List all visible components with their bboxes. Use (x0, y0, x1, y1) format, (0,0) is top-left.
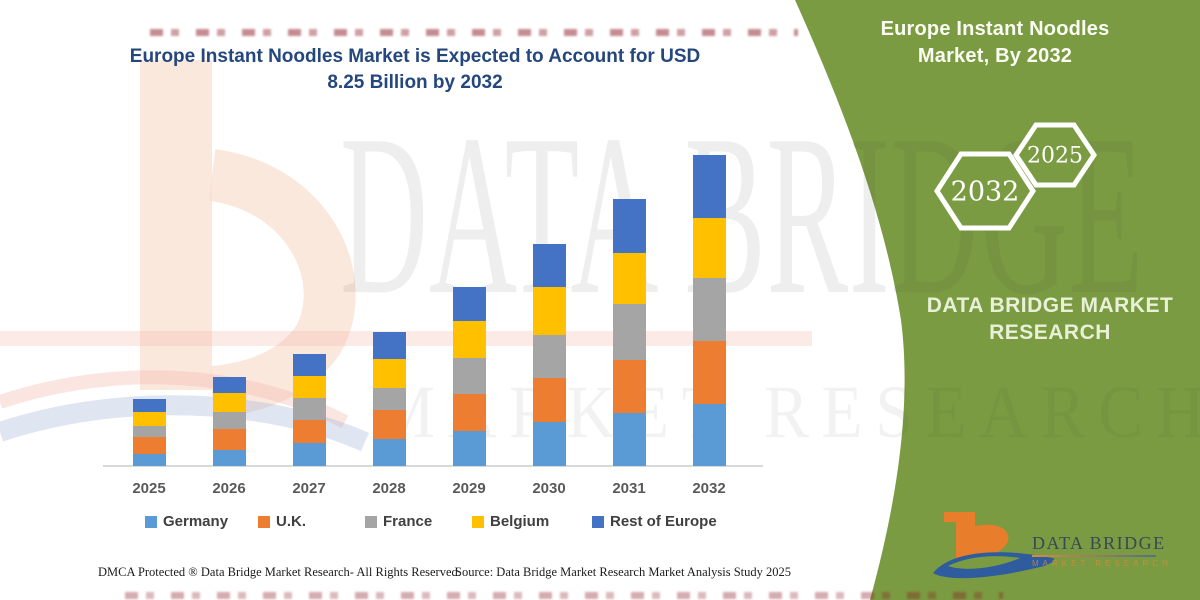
x-axis-label-2029: 2029 (452, 480, 486, 497)
segment-france-2032 (693, 278, 726, 342)
year-hexagons: 2025 2032 (934, 122, 1098, 231)
legend-item-u-k: U.K. (258, 513, 306, 530)
chart-title-line2: 8.25 Billion by 2032 (327, 72, 503, 93)
segment-rest-of-europe-2030 (533, 243, 566, 287)
x-axis-label-2031: 2031 (612, 480, 646, 497)
legend-item-germany: Germany (145, 513, 228, 530)
legend-swatch-u-k (258, 515, 270, 528)
legend-label-rest-of-europe: Rest of Europe (610, 513, 717, 530)
segment-germany-2032 (693, 404, 726, 466)
panel-brand-line2: RESEARCH (989, 321, 1111, 344)
panel-title-line2: Market, By 2032 (917, 45, 1073, 67)
source-note: Source: Data Bridge Market Research Mark… (455, 565, 792, 579)
segment-germany-2027 (293, 443, 326, 466)
logo-wordmark: DATA BRIDGE (1032, 533, 1166, 553)
data-bridge-logo-icon (933, 512, 1055, 579)
bar-2031 (613, 199, 646, 466)
segment-germany-2030 (533, 421, 566, 466)
segment-france-2029 (453, 358, 486, 395)
segment-france-2027 (293, 397, 326, 421)
panel-title: Europe Instant Noodles Market, By 2032 (855, 16, 1135, 70)
segment-u-k-2032 (693, 341, 726, 405)
segment-france-2026 (213, 412, 246, 430)
x-axis-label-2027: 2027 (292, 480, 326, 497)
segment-rest-of-europe-2027 (293, 354, 326, 376)
panel-brand-line1: DATA BRIDGE MARKET (926, 294, 1174, 317)
segment-belgium-2030 (533, 286, 566, 335)
legend-label-france: France (383, 513, 433, 530)
segment-germany-2028 (373, 438, 406, 466)
x-axis-label-2028: 2028 (372, 480, 406, 497)
segment-u-k-2026 (213, 429, 246, 451)
segment-u-k-2029 (453, 394, 486, 431)
market-research-text-watermark: MARKET RESEARCH (375, 371, 1200, 454)
segment-france-2031 (613, 304, 646, 361)
bar-2029 (453, 287, 486, 466)
segment-france-2025 (133, 426, 166, 437)
x-axis-line (103, 465, 763, 467)
segment-rest-of-europe-2032 (693, 154, 726, 218)
hexagon-2025-label: 2025 (1027, 144, 1083, 169)
top-edge-smudge (150, 29, 798, 36)
legend-label-u-k: U.K. (276, 513, 306, 530)
legend-label-germany: Germany (163, 513, 229, 530)
segment-rest-of-europe-2026 (213, 377, 246, 394)
legend-item-belgium: Belgium (472, 513, 549, 530)
bar-2028 (373, 331, 406, 466)
segment-u-k-2031 (613, 360, 646, 413)
x-axis-label-2032: 2032 (692, 480, 726, 497)
segment-belgium-2031 (613, 252, 646, 305)
segment-belgium-2027 (293, 375, 326, 398)
segment-u-k-2030 (533, 377, 566, 422)
x-axis-label-2025: 2025 (132, 480, 166, 497)
segment-france-2028 (373, 387, 406, 411)
bar-2025 (133, 399, 166, 466)
segment-belgium-2025 (133, 412, 166, 427)
segment-belgium-2028 (373, 358, 406, 388)
bottom-edge-smudge (125, 592, 1003, 599)
chart-title: Europe Instant Noodles Market is Expecte… (105, 44, 725, 96)
dmca-notice: DMCA Protected ® Data Bridge Market Rese… (98, 565, 461, 579)
panel-title-line1: Europe Instant Noodles (880, 18, 1110, 40)
legend-swatch-france (365, 515, 377, 528)
logo-underline (1032, 555, 1156, 557)
segment-rest-of-europe-2029 (453, 287, 486, 322)
segment-germany-2025 (133, 453, 166, 466)
bar-2030 (533, 243, 566, 466)
hexagon-2032-label: 2032 (951, 177, 1020, 208)
legend-swatch-belgium (472, 515, 484, 528)
segment-belgium-2026 (213, 393, 246, 413)
x-axis-label-2026: 2026 (212, 480, 246, 497)
hexagon-2032 (934, 151, 1036, 231)
x-axis-label-2030: 2030 (532, 480, 566, 497)
panel-brand-name: DATA BRIDGE MARKET RESEARCH (920, 292, 1180, 346)
bar-2032 (693, 154, 726, 466)
segment-u-k-2027 (293, 420, 326, 444)
legend-swatch-germany (145, 515, 157, 528)
segment-germany-2031 (613, 412, 646, 466)
segment-rest-of-europe-2028 (373, 331, 406, 359)
logo-tagline: MARKET RESEARCH (1032, 559, 1172, 568)
chart-title-line1: Europe Instant Noodles Market is Expecte… (129, 46, 701, 67)
segment-france-2030 (533, 334, 566, 378)
segment-u-k-2028 (373, 410, 406, 439)
hexagon-2025 (1012, 122, 1098, 188)
segment-germany-2029 (453, 430, 486, 466)
pink-stripe-watermark (0, 331, 812, 346)
legend-item-rest-of-europe: Rest of Europe (592, 513, 717, 530)
legend-label-belgium: Belgium (490, 513, 550, 530)
segment-u-k-2025 (133, 436, 166, 454)
bar-2027 (293, 354, 326, 466)
bar-2026 (213, 377, 246, 466)
segment-germany-2026 (213, 450, 246, 466)
legend-item-france: France (365, 513, 432, 530)
segment-rest-of-europe-2025 (133, 399, 166, 413)
segment-belgium-2029 (453, 321, 486, 359)
segment-rest-of-europe-2031 (613, 199, 646, 253)
legend-swatch-rest-of-europe (592, 515, 604, 528)
segment-belgium-2032 (693, 217, 726, 279)
